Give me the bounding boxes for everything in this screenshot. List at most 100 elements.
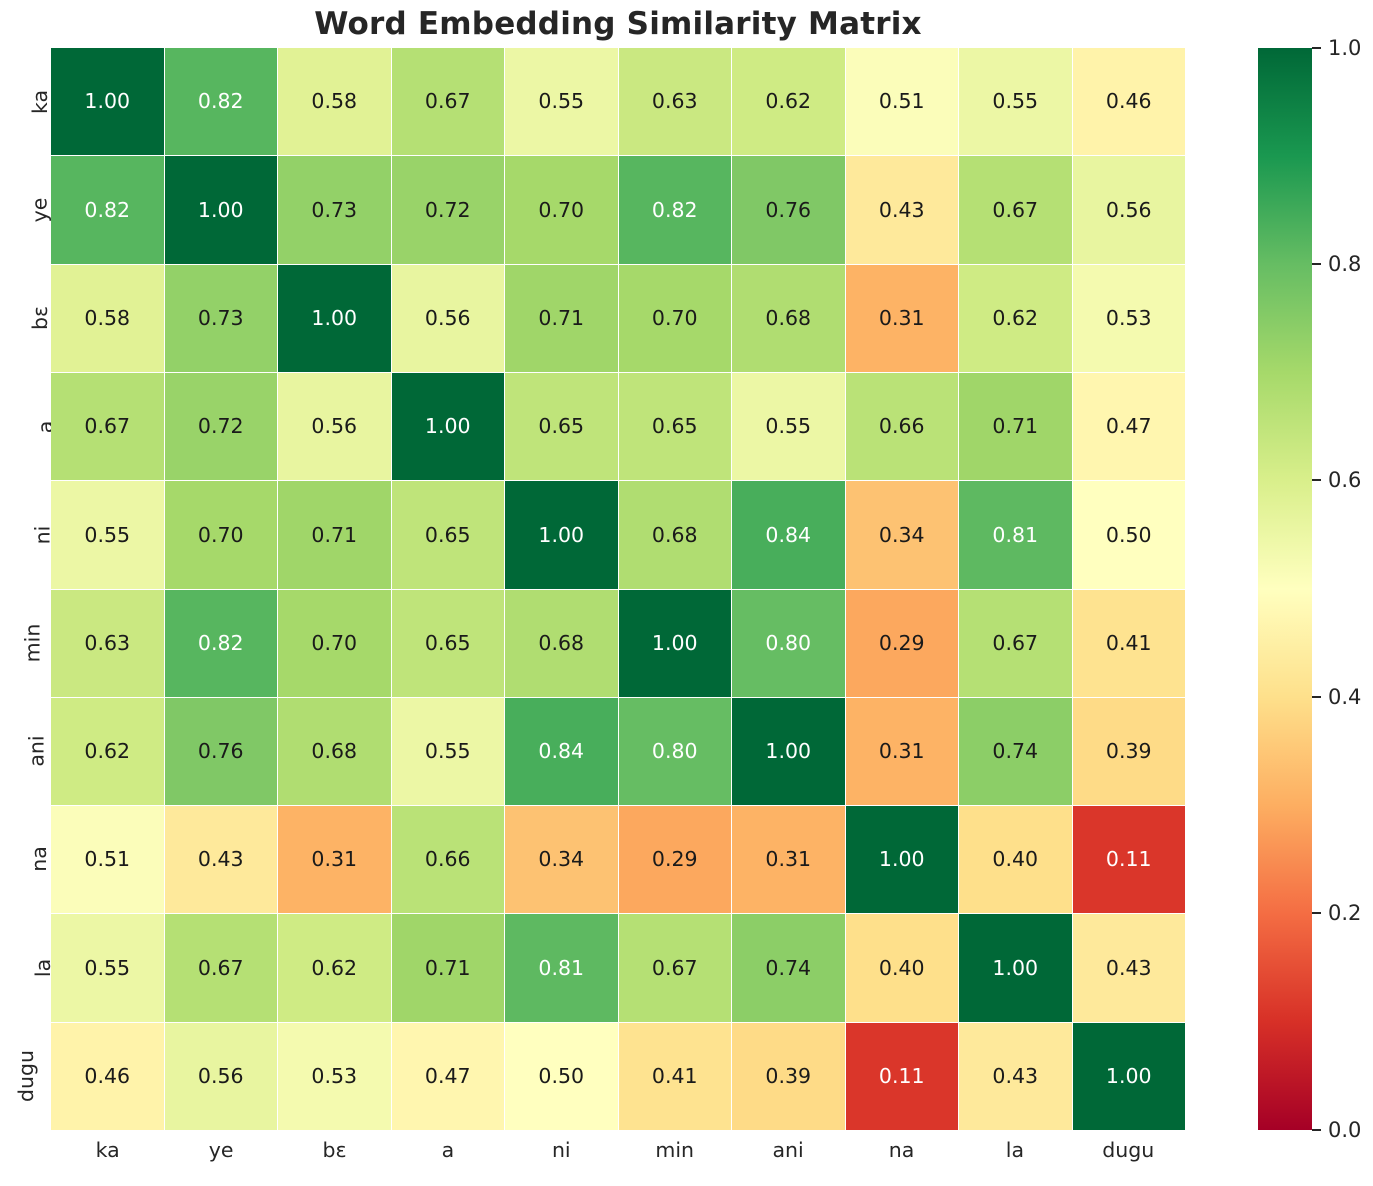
heatmap-cell-value: 0.56 xyxy=(311,414,358,439)
x-axis-tick-label: a xyxy=(441,1138,455,1162)
heatmap-cell-value: 0.76 xyxy=(197,739,244,764)
heatmap-cell: 0.31 xyxy=(732,806,845,914)
heatmap-cell: 0.71 xyxy=(959,372,1072,481)
heatmap-cell: 0.41 xyxy=(1072,589,1185,697)
heatmap-cell: 0.39 xyxy=(732,1022,845,1130)
heatmap-cell: 0.46 xyxy=(51,1022,164,1130)
colorbar-tick-label: 1.0 xyxy=(1328,35,1362,60)
heatmap-cell: 0.67 xyxy=(391,48,504,156)
heatmap-cell: 0.72 xyxy=(164,372,277,481)
heatmap-cell: 0.71 xyxy=(391,914,504,1022)
heatmap-cell: 0.65 xyxy=(391,481,504,589)
heatmap-cell-value: 0.66 xyxy=(878,414,925,439)
heatmap-cell: 0.82 xyxy=(51,156,164,264)
heatmap-cell-value: 0.66 xyxy=(424,847,471,872)
heatmap-cell-value: 0.51 xyxy=(878,89,925,114)
heatmap-cell-value: 0.47 xyxy=(424,1064,471,1089)
heatmap-cell-value: 0.31 xyxy=(311,847,358,872)
colorbar-tick-mark xyxy=(1312,262,1321,265)
heatmap-cell-value: 0.65 xyxy=(424,630,471,655)
heatmap-cell-value: 0.70 xyxy=(197,522,244,547)
heatmap-cell: 0.70 xyxy=(164,481,277,589)
heatmap-cell: 1.00 xyxy=(278,264,391,372)
colorbar: 1.0 0.8 0.6 0.4 0.2 0.0 xyxy=(1258,37,1361,1140)
heatmap-cell: 0.56 xyxy=(164,1022,277,1130)
heatmap-cell-value: 0.67 xyxy=(651,955,698,980)
heatmap-cell: 0.29 xyxy=(845,589,958,697)
heatmap-cell: 0.51 xyxy=(845,48,958,156)
heatmap-cell-value: 0.67 xyxy=(424,89,471,114)
heatmap-cell: 0.66 xyxy=(845,372,958,481)
heatmap-cell: 0.70 xyxy=(278,589,391,697)
heatmap-cell: 0.31 xyxy=(845,697,958,806)
heatmap-cell: 0.65 xyxy=(505,372,618,481)
heatmap-cell: 0.56 xyxy=(1072,156,1185,264)
x-axis-tick-label: ka xyxy=(95,1138,120,1162)
heatmap-cell-value: 0.50 xyxy=(538,1064,585,1089)
heatmap-cell-value: 0.65 xyxy=(651,414,698,439)
heatmap-cell-value: 0.46 xyxy=(1105,89,1152,114)
heatmap-cell: 0.67 xyxy=(618,914,731,1022)
heatmap-cell-value: 1.00 xyxy=(197,197,244,222)
heatmap-cell: 0.43 xyxy=(845,156,958,264)
heatmap-cell-value: 0.11 xyxy=(1105,847,1152,872)
colorbar-tick-mark xyxy=(1312,479,1321,482)
colorbar-tick-label: 0.6 xyxy=(1328,468,1362,493)
heatmap-cell-value: 0.84 xyxy=(538,739,585,764)
heatmap-cell: 0.56 xyxy=(278,372,391,481)
heatmap-cell: 0.82 xyxy=(164,48,277,156)
heatmap-cell: 0.55 xyxy=(732,372,845,481)
heatmap-cell-value: 0.82 xyxy=(197,630,244,655)
heatmap-cell-value: 0.82 xyxy=(197,89,244,114)
heatmap-cell: 0.40 xyxy=(845,914,958,1022)
heatmap-cell-value: 0.34 xyxy=(878,522,925,547)
heatmap-cell-value: 1.00 xyxy=(878,847,925,872)
heatmap-cell-value: 0.46 xyxy=(84,1064,131,1089)
heatmap-cell-value: 0.55 xyxy=(424,739,471,764)
heatmap-cell-value: 0.56 xyxy=(1105,197,1152,222)
heatmap-cell: 1.00 xyxy=(505,481,618,589)
y-axis-tick-text: bɛ xyxy=(27,306,52,331)
heatmap-cell-value: 1.00 xyxy=(311,305,358,330)
heatmap-cell-value: 0.58 xyxy=(311,89,358,114)
heatmap-cell: 0.53 xyxy=(1072,264,1185,372)
heatmap-cell: 0.74 xyxy=(959,697,1072,806)
colorbar-gradient xyxy=(1258,48,1312,1130)
heatmap-cell-value: 0.50 xyxy=(1105,522,1152,547)
heatmap-cell: 0.76 xyxy=(164,697,277,806)
heatmap-cell-value: 0.51 xyxy=(84,847,131,872)
x-axis-tick-label: min xyxy=(655,1138,695,1162)
heatmap-cell: 0.62 xyxy=(51,697,164,806)
y-axis-tick-text: ani xyxy=(24,735,49,767)
heatmap-cell: 1.00 xyxy=(959,914,1072,1022)
heatmap-cell-value: 0.67 xyxy=(84,414,131,439)
heatmap-cell-value: 0.39 xyxy=(1105,739,1152,764)
y-axis-tick-text: ka xyxy=(27,90,52,115)
heatmap-cell: 0.71 xyxy=(505,264,618,372)
colorbar-tick-label: 0.8 xyxy=(1328,251,1362,276)
heatmap-cell: 0.29 xyxy=(618,806,731,914)
heatmap-cell: 0.50 xyxy=(505,1022,618,1130)
heatmap-cell-value: 0.11 xyxy=(878,1064,925,1089)
heatmap-cell: 1.00 xyxy=(732,697,845,806)
heatmap-cell-value: 0.55 xyxy=(84,955,131,980)
heatmap-plot-area: 1.00 0.82 0.58 0.67 0.55 0.63 0.62 0.51 0.55 0.46… xyxy=(51,48,1185,1130)
heatmap-cell: 0.41 xyxy=(618,1022,731,1130)
heatmap-cell: 0.81 xyxy=(505,914,618,1022)
heatmap-cell-value: 1.00 xyxy=(992,955,1039,980)
heatmap-cell-value: 0.71 xyxy=(311,522,358,547)
heatmap-cell: 1.00 xyxy=(391,372,504,481)
heatmap-cell-value: 0.53 xyxy=(1105,305,1152,330)
heatmap-cell-value: 1.00 xyxy=(1105,1064,1152,1089)
colorbar-tick-label: 0.0 xyxy=(1328,1117,1362,1142)
heatmap-cell-value: 0.29 xyxy=(878,630,925,655)
heatmap-cell-value: 0.29 xyxy=(651,847,698,872)
heatmap-cell-value: 0.43 xyxy=(1105,955,1152,980)
heatmap-cell-value: 0.71 xyxy=(424,955,471,980)
heatmap-cell: 0.68 xyxy=(505,589,618,697)
heatmap-cell: 0.73 xyxy=(278,156,391,264)
colorbar-tick-mark xyxy=(1312,46,1321,49)
heatmap-cell: 1.00 xyxy=(1072,1022,1185,1130)
heatmap-cell: 0.11 xyxy=(845,1022,958,1130)
heatmap-cell: 0.68 xyxy=(278,697,391,806)
